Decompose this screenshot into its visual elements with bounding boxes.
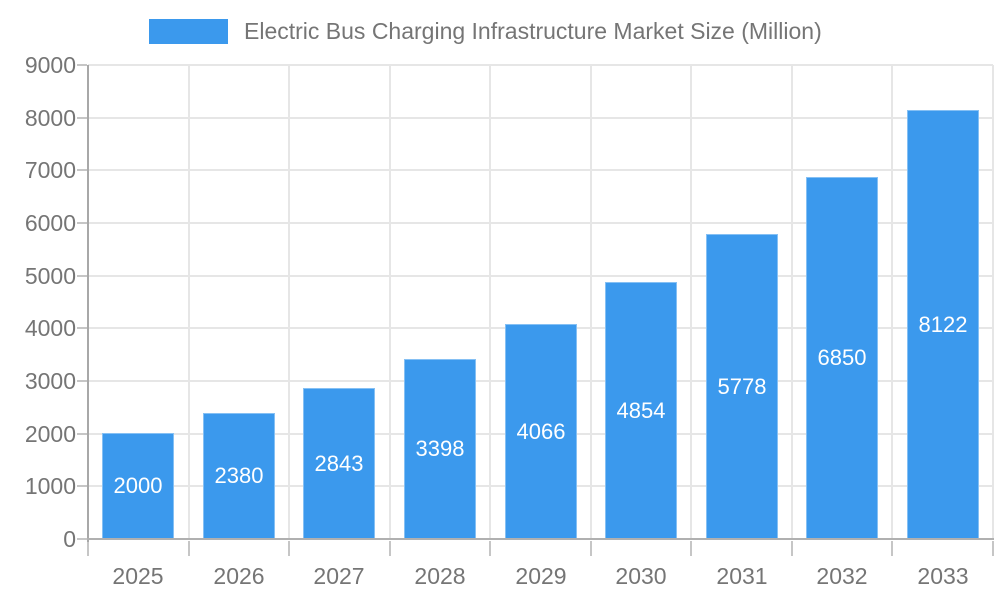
x-tick bbox=[791, 541, 793, 556]
x-tick bbox=[288, 541, 290, 556]
h-gridline bbox=[88, 275, 993, 277]
y-tick bbox=[77, 64, 87, 66]
x-tick bbox=[690, 541, 692, 556]
y-axis-label: 4000 bbox=[24, 315, 76, 341]
bar-value-label: 2000 bbox=[113, 473, 163, 498]
x-axis-label: 2030 bbox=[615, 563, 667, 589]
y-tick bbox=[77, 222, 87, 224]
y-axis-label: 1000 bbox=[24, 473, 76, 499]
bar-2028[interactable]: 3398 bbox=[404, 359, 476, 538]
legend-swatch bbox=[149, 18, 228, 44]
x-tick bbox=[87, 541, 89, 556]
x-tick bbox=[389, 541, 391, 556]
y-axis-label: 3000 bbox=[24, 368, 76, 394]
y-axis-label: 8000 bbox=[24, 105, 76, 131]
bar-value-label: 6850 bbox=[817, 345, 867, 370]
y-tick bbox=[77, 117, 87, 119]
y-axis-label: 2000 bbox=[24, 421, 76, 447]
x-tick bbox=[891, 541, 893, 556]
bar-value-label: 3398 bbox=[415, 436, 465, 461]
x-tick bbox=[489, 541, 491, 556]
bar-value-label: 2843 bbox=[314, 450, 364, 476]
y-tick bbox=[77, 327, 87, 329]
bar-2030[interactable]: 4854 bbox=[605, 282, 677, 538]
y-axis-label: 9000 bbox=[24, 52, 76, 78]
y-tick bbox=[77, 169, 87, 171]
y-tick bbox=[77, 275, 87, 277]
h-gridline bbox=[88, 64, 993, 66]
v-gridline bbox=[489, 65, 491, 539]
bar-2033[interactable]: 8122 bbox=[907, 110, 979, 538]
h-gridline bbox=[88, 222, 993, 224]
y-axis-label: 0 bbox=[63, 526, 76, 552]
v-gridline bbox=[389, 65, 391, 539]
bar-2031[interactable]: 5778 bbox=[706, 234, 778, 538]
bar-2027[interactable]: 2843 bbox=[303, 388, 375, 538]
bar-value-label: 4854 bbox=[616, 397, 666, 423]
y-axis-label: 6000 bbox=[24, 210, 76, 236]
v-gridline bbox=[791, 65, 793, 539]
x-axis-line bbox=[87, 538, 994, 540]
bar-2025[interactable]: 2000 bbox=[102, 433, 174, 538]
y-axis-label: 5000 bbox=[24, 263, 76, 289]
h-gridline bbox=[88, 117, 993, 119]
v-gridline bbox=[891, 65, 893, 539]
h-gridline bbox=[88, 169, 993, 171]
y-axis-line bbox=[87, 65, 89, 542]
x-axis-label: 2031 bbox=[716, 563, 768, 589]
v-gridline bbox=[288, 65, 290, 539]
x-axis-label: 2027 bbox=[313, 563, 365, 589]
v-gridline bbox=[590, 65, 592, 539]
bar-value-label: 4066 bbox=[516, 418, 566, 444]
v-gridline bbox=[188, 65, 190, 539]
bar-value-label: 5778 bbox=[717, 373, 767, 399]
x-axis-label: 2026 bbox=[213, 563, 265, 589]
y-tick bbox=[77, 538, 87, 540]
x-axis-label: 2032 bbox=[816, 563, 868, 589]
x-axis-label: 2025 bbox=[112, 563, 164, 589]
legend-label: Electric Bus Charging Infrastructure Mar… bbox=[244, 17, 822, 44]
y-tick bbox=[77, 485, 87, 487]
x-tick bbox=[992, 541, 994, 556]
bar-2026[interactable]: 2380 bbox=[203, 413, 275, 538]
bar-value-label: 2380 bbox=[214, 463, 264, 488]
legend[interactable]: Electric Bus Charging Infrastructure Mar… bbox=[149, 17, 822, 45]
v-gridline bbox=[690, 65, 692, 539]
bar-value-label: 8122 bbox=[918, 311, 968, 337]
x-tick bbox=[590, 541, 592, 556]
y-tick bbox=[77, 380, 87, 382]
x-axis-label: 2033 bbox=[917, 563, 969, 589]
x-axis-label: 2028 bbox=[414, 563, 466, 589]
y-tick bbox=[77, 433, 87, 435]
x-tick bbox=[188, 541, 190, 556]
v-gridline bbox=[992, 65, 994, 539]
bar-2029[interactable]: 4066 bbox=[505, 324, 577, 538]
plot-area: 0 1000 2000 3000 4000 5000 6000 7000 8000 9000 200… bbox=[25, 52, 994, 589]
y-axis-label: 7000 bbox=[24, 157, 76, 183]
bar-2032[interactable]: 6850 bbox=[806, 177, 878, 538]
x-axis-label: 2029 bbox=[515, 563, 567, 589]
